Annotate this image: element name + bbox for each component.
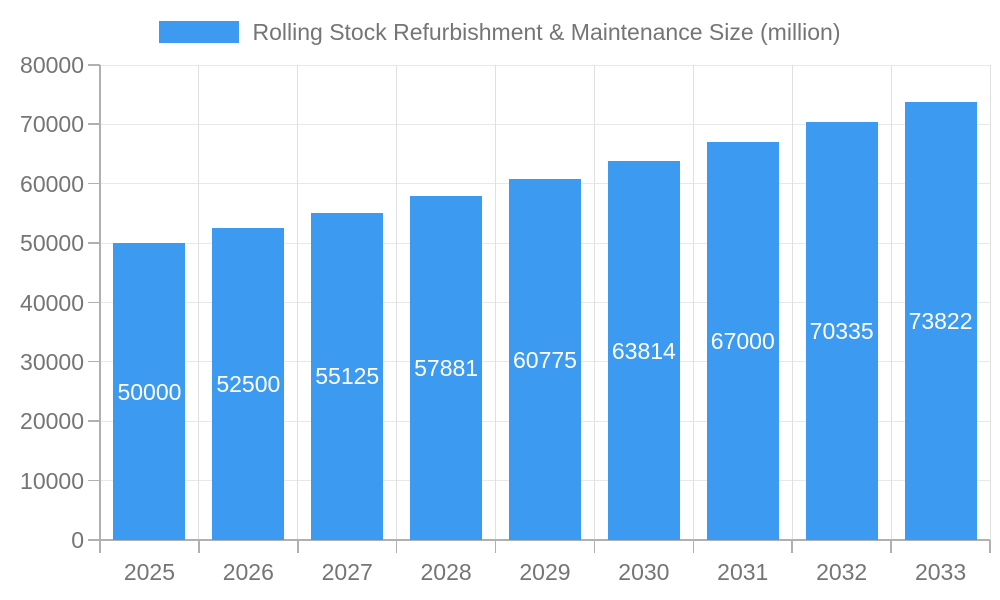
bar-value-label: 70335 [809,318,874,345]
y-axis-tick [88,64,100,66]
y-tick-label: 20000 [20,408,84,435]
bar[interactable]: 63814 [607,161,680,540]
x-axis-tick [593,540,596,553]
v-gridline [297,65,299,540]
y-axis-tick [88,301,100,303]
y-axis-tick [88,360,100,363]
x-axis-tick [494,540,497,553]
bar-value-label: 57881 [414,355,479,382]
y-axis-line [99,65,101,553]
y-axis-tick [88,182,100,185]
y-tick-label: 0 [71,527,84,553]
v-gridline [989,65,991,540]
x-tick-label: 2027 [321,559,373,585]
x-axis-tick [297,540,299,553]
v-gridline [692,65,694,540]
y-axis-tick [88,242,100,244]
h-gridline [100,64,990,66]
x-tick-label: 2026 [222,559,274,585]
x-axis-tick [99,540,101,553]
y-tick-label: 70000 [20,111,84,138]
y-axis-tick [88,479,100,482]
y-tick-label: 80000 [20,52,84,78]
y-tick-label: 40000 [20,289,84,316]
y-axis-tick [88,539,100,541]
bar-value-label: 52500 [216,371,281,398]
legend-label: Rolling Stock Refurbishment & Maintenanc… [252,18,841,45]
x-tick-label: 2030 [618,559,670,585]
y-tick-label: 30000 [20,348,84,375]
h-gridline [100,123,990,125]
x-tick-label: 2028 [420,559,472,585]
bar-value-label: 50000 [117,378,182,405]
bar[interactable]: 55125 [311,212,384,540]
bar[interactable]: 52500 [212,228,285,540]
y-tick-label: 10000 [20,467,84,494]
x-axis-tick [989,540,991,553]
bar-value-label: 67000 [710,328,775,355]
legend: Rolling Stock Refurbishment & Maintenanc… [0,16,1000,48]
bar-value-label: 55125 [315,363,380,390]
v-gridline [495,65,497,540]
x-tick-label: 2032 [816,559,868,585]
legend-item[interactable]: Rolling Stock Refurbishment & Maintenanc… [159,18,841,46]
bar[interactable]: 73822 [904,101,977,540]
y-tick-label: 50000 [20,230,84,257]
x-axis-tick [198,540,200,553]
v-gridline [396,65,398,540]
x-tick-label: 2031 [717,559,769,585]
x-tick-label: 2029 [519,559,571,585]
bar[interactable]: 67000 [706,142,779,540]
v-gridline [198,65,200,540]
x-axis-tick [395,540,398,553]
legend-swatch [159,21,240,43]
x-axis-tick [692,540,695,553]
x-tick-label: 2025 [123,559,176,585]
x-axis-tick [890,540,892,553]
bar-value-label: 73822 [908,307,973,334]
v-gridline [593,65,595,540]
bar-value-label: 63814 [611,337,676,364]
y-tick-label: 60000 [20,170,84,197]
y-axis-tick [88,420,100,422]
y-axis-tick [88,123,100,125]
bar[interactable]: 70335 [805,122,878,540]
x-axis-tick [791,540,793,553]
bar[interactable]: 60775 [509,179,581,540]
bar[interactable]: 50000 [113,243,186,540]
v-gridline [890,65,892,540]
v-gridline [791,65,793,540]
bar[interactable]: 57881 [410,196,483,540]
x-tick-label: 2033 [914,559,967,585]
bar-value-label: 60775 [513,346,577,373]
